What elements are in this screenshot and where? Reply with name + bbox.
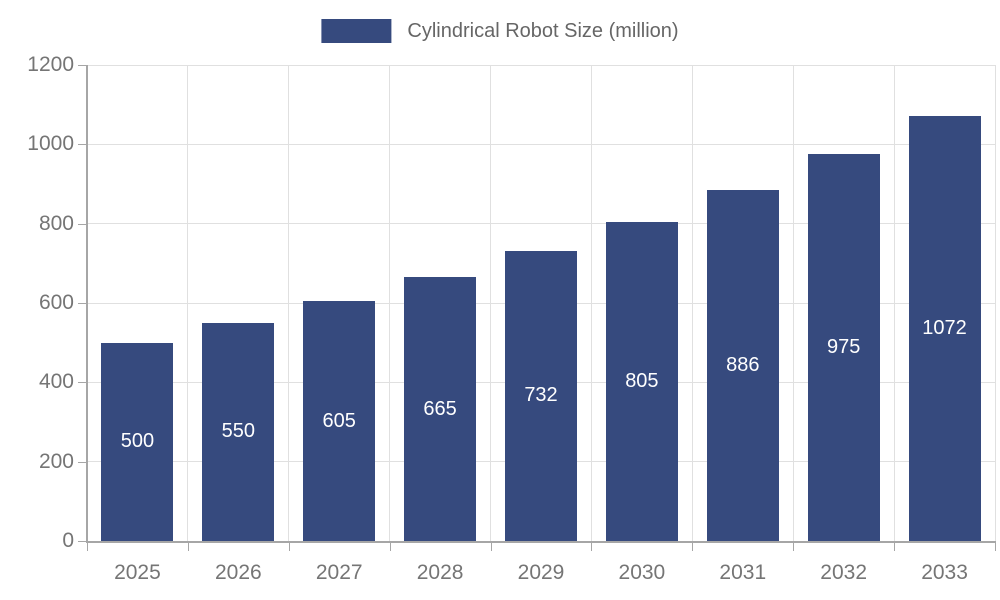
x-tick-label: 2026 <box>214 561 262 584</box>
y-axis-tick <box>78 382 86 384</box>
y-axis-tick <box>78 223 86 225</box>
x-tick-label: 2030 <box>618 561 666 584</box>
bar-2029[interactable]: 732 <box>505 250 577 541</box>
x-axis-tick <box>692 543 694 551</box>
grid-line-v <box>893 65 895 541</box>
bar-2033[interactable]: 1072 <box>908 115 981 541</box>
grid-line-v <box>590 65 592 541</box>
x-axis-tick <box>793 543 795 551</box>
x-tick-label: 2025 <box>114 561 161 584</box>
x-axis-tick <box>591 543 593 551</box>
bar-value-label: 805 <box>625 369 659 392</box>
legend-swatch-icon <box>321 19 392 43</box>
bar-value-label: 665 <box>423 397 457 420</box>
grid-line-v <box>994 65 996 541</box>
y-axis-tick <box>78 65 86 66</box>
grid-line-v <box>187 65 189 541</box>
grid-line-v <box>490 65 492 541</box>
y-tick-label: 800 <box>38 211 74 235</box>
x-axis-tick <box>490 543 492 551</box>
bar-2031[interactable]: 886 <box>706 189 779 541</box>
grid-line-h <box>87 143 995 145</box>
y-tick-label: 0 <box>62 529 74 552</box>
y-axis-tick <box>78 541 86 542</box>
y-axis-tick <box>78 303 86 304</box>
bar-value-label: 500 <box>120 430 155 453</box>
y-tick-label: 1000 <box>27 132 74 156</box>
grid-line-v <box>288 65 290 541</box>
grid-line-v <box>389 65 391 541</box>
bar-2030[interactable]: 805 <box>605 221 678 541</box>
bar-2026[interactable]: 550 <box>202 322 275 541</box>
grid-line-v <box>691 65 693 541</box>
grid-line-v <box>792 65 794 541</box>
y-tick-label: 1200 <box>27 53 74 76</box>
x-tick-label: 2028 <box>416 561 464 584</box>
bar-value-label: 886 <box>726 353 760 376</box>
x-tick-label: 2027 <box>315 561 363 584</box>
x-axis-tick <box>389 543 391 551</box>
x-axis-tick <box>894 543 896 551</box>
x-axis-tick <box>995 543 996 551</box>
grid-line-h <box>87 64 995 66</box>
bar-value-label: 975 <box>826 336 861 359</box>
y-tick-label: 600 <box>38 291 74 314</box>
bar-2032[interactable]: 975 <box>807 154 880 541</box>
bar-2028[interactable]: 665 <box>404 277 477 541</box>
x-tick-label: 2031 <box>719 561 767 584</box>
y-tick-label: 200 <box>38 449 74 473</box>
legend[interactable]: Cylindrical Robot Size (million) <box>321 19 679 43</box>
bar-value-label: 605 <box>322 409 356 432</box>
y-axis-line <box>86 65 88 543</box>
bar-2027[interactable]: 605 <box>303 301 376 541</box>
y-tick-label: 400 <box>38 370 74 394</box>
bar-value-label: 550 <box>221 420 256 443</box>
x-axis-tick <box>288 543 290 551</box>
grid-line-h <box>87 223 995 225</box>
x-tick-label: 2029 <box>517 561 565 584</box>
x-axis-tick <box>187 543 189 551</box>
x-axis-tick <box>87 543 88 551</box>
x-axis-line <box>86 541 996 543</box>
y-axis-tick <box>78 461 86 463</box>
bar-value-label: 1072 <box>922 316 967 339</box>
legend-label: Cylindrical Robot Size (million) <box>407 19 679 42</box>
bar-2025[interactable]: 500 <box>101 342 174 541</box>
x-tick-label: 2033 <box>921 561 968 584</box>
bar-value-label: 732 <box>524 384 558 407</box>
x-tick-label: 2032 <box>820 561 868 584</box>
y-axis-tick <box>78 144 86 146</box>
